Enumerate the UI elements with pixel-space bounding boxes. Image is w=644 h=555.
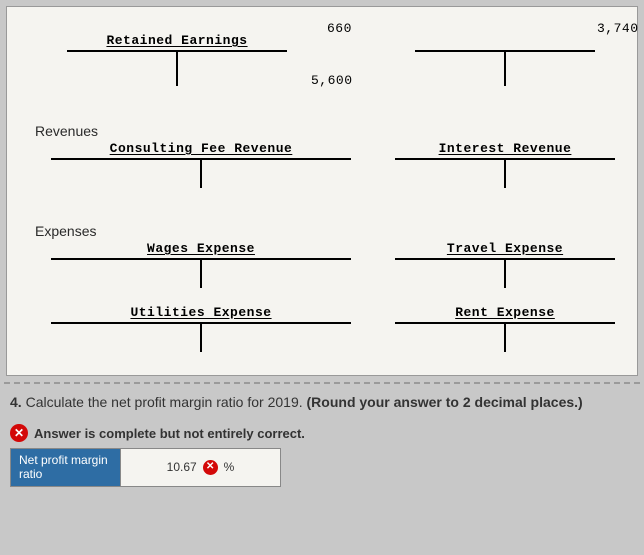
table-row: Net profit margin ratio 10.67 ✕ % [11, 449, 281, 487]
value-660: 660 [327, 21, 352, 36]
t-stem [504, 324, 506, 352]
t-account-rent-expense: Rent Expense [395, 305, 615, 352]
section-divider [4, 382, 640, 384]
account-title: Rent Expense [395, 305, 615, 324]
t-account-blank-top [415, 33, 595, 86]
row-value-cell: 10.67 ✕ % [121, 449, 281, 487]
t-stem [200, 324, 202, 352]
question-text: 4. Calculate the net profit margin ratio… [10, 394, 634, 410]
error-icon: ✕ [10, 424, 28, 442]
t-account-interest-revenue: Interest Revenue [395, 141, 615, 188]
t-account-travel-expense: Travel Expense [395, 241, 615, 288]
account-title: Retained Earnings [67, 33, 287, 52]
error-icon: ✕ [203, 460, 218, 475]
t-account-canvas: Retained Earnings 660 5,600 3,740 Revenu… [27, 15, 617, 357]
question-number: 4. [10, 394, 22, 410]
account-title: Wages Expense [51, 241, 351, 260]
account-title: Utilities Expense [51, 305, 351, 324]
t-account-retained-earnings: Retained Earnings [67, 33, 287, 86]
account-title: Consulting Fee Revenue [51, 141, 351, 160]
answer-unit: % [224, 460, 235, 474]
value-5600: 5,600 [311, 73, 353, 88]
question-body: Calculate the net profit margin ratio fo… [26, 394, 303, 410]
t-stem [504, 52, 506, 86]
t-stem [200, 260, 202, 288]
feedback-banner: ✕ Answer is complete but not entirely co… [10, 424, 634, 442]
t-stem [176, 52, 178, 86]
value-3740: 3,740 [597, 21, 639, 36]
section-label-expenses: Expenses [35, 223, 96, 239]
t-account-utilities-expense: Utilities Expense [51, 305, 351, 352]
t-stem [200, 160, 202, 188]
t-account-consulting-fee: Consulting Fee Revenue [51, 141, 351, 188]
answer-table: Net profit margin ratio 10.67 ✕ % [10, 448, 281, 487]
feedback-text: Answer is complete but not entirely corr… [34, 426, 305, 441]
t-account-worksheet: Retained Earnings 660 5,600 3,740 Revenu… [6, 6, 638, 376]
question-area: 4. Calculate the net profit margin ratio… [10, 394, 634, 487]
account-title: Interest Revenue [395, 141, 615, 160]
row-label-cell: Net profit margin ratio [11, 449, 121, 487]
t-stem [504, 260, 506, 288]
t-account-wages-expense: Wages Expense [51, 241, 351, 288]
section-label-revenues: Revenues [35, 123, 98, 139]
t-stem [504, 160, 506, 188]
account-title: Travel Expense [395, 241, 615, 260]
question-round: (Round your answer to 2 decimal places.) [307, 394, 583, 410]
answer-value[interactable]: 10.67 [167, 460, 197, 474]
account-title-blank [415, 33, 595, 52]
